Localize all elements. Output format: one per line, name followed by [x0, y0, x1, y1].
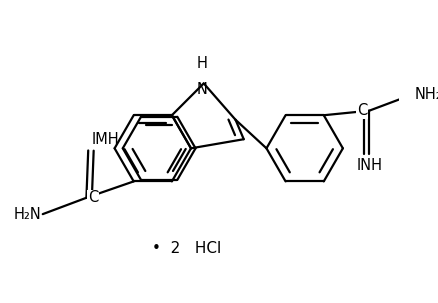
Text: INH: INH	[355, 158, 381, 173]
Text: N: N	[196, 82, 207, 97]
Text: •  2   HCl: • 2 HCl	[152, 241, 221, 256]
Text: C: C	[357, 103, 367, 118]
Text: NH₂: NH₂	[414, 87, 438, 102]
Text: C: C	[88, 190, 98, 205]
Text: IMH: IMH	[92, 132, 119, 147]
Text: H₂N: H₂N	[13, 207, 41, 221]
Text: H: H	[196, 56, 207, 71]
